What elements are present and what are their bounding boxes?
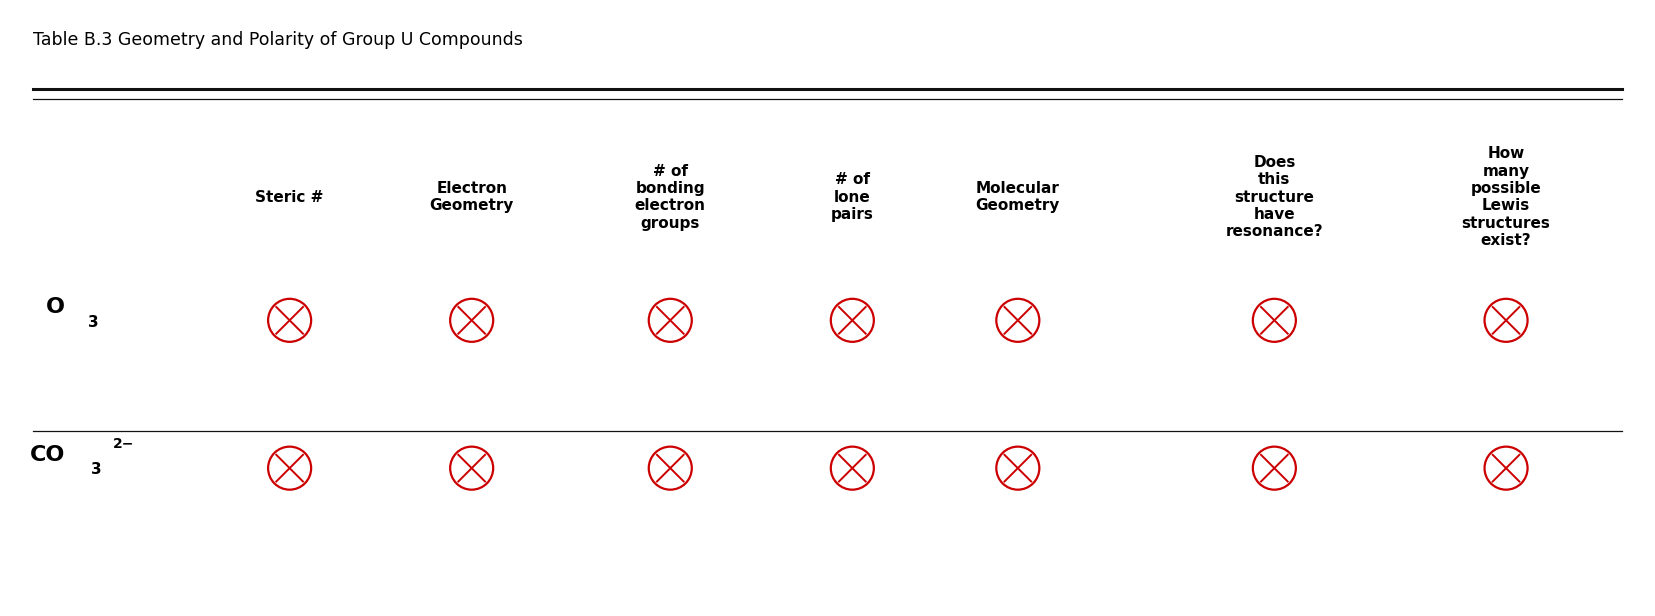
Text: 3: 3 [91, 463, 101, 477]
Text: CO: CO [30, 445, 65, 465]
Text: 3: 3 [88, 315, 98, 330]
Text: # of
lone
pairs: # of lone pairs [831, 172, 874, 222]
Text: Electron
Geometry: Electron Geometry [430, 181, 513, 213]
Text: Molecular
Geometry: Molecular Geometry [976, 181, 1059, 213]
Text: Does
this
structure
have
resonance?: Does this structure have resonance? [1226, 155, 1322, 240]
Text: Steric #: Steric # [255, 190, 324, 205]
Text: Table B.3 Geometry and Polarity of Group U Compounds: Table B.3 Geometry and Polarity of Group… [33, 31, 523, 49]
Text: O: O [46, 298, 65, 317]
Text: # of
bonding
electron
groups: # of bonding electron groups [636, 163, 705, 231]
Text: How
many
possible
Lewis
structures
exist?: How many possible Lewis structures exist… [1461, 146, 1551, 248]
Text: 2−: 2− [113, 437, 134, 451]
